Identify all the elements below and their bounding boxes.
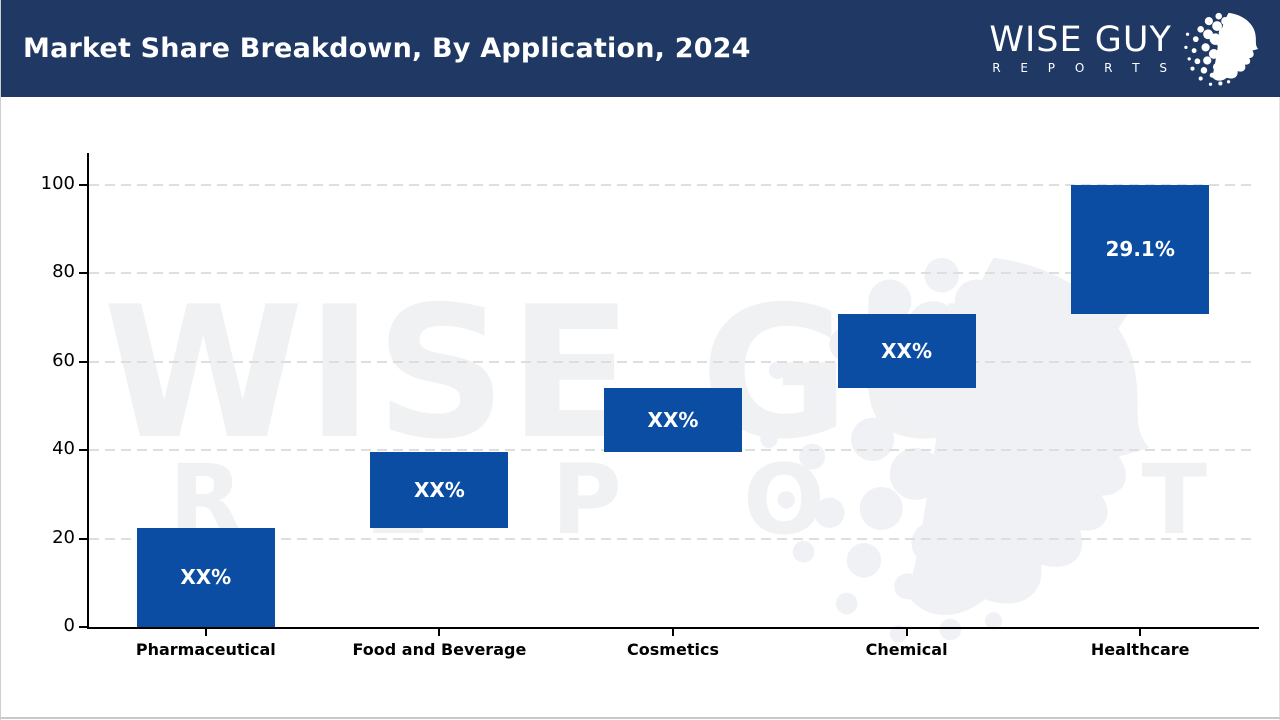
y-tick-mark-100 (79, 184, 87, 186)
y-tick-mark-20 (79, 537, 87, 540)
logo-wordmark: WISE GUY (989, 20, 1172, 60)
bar-value-label: XX% (413, 478, 465, 502)
y-tick-mark-80 (79, 272, 87, 275)
wise-guy-reports-logo: WISE GUY R E P O R T S (986, 6, 1263, 92)
dotted-head-icon (1184, 12, 1259, 86)
bar-food-and-beverage: XX% (370, 452, 509, 528)
y-tick-mark-0 (79, 626, 87, 628)
x-label-cosmetics: Cosmetics (627, 640, 719, 659)
x-tick-mark (672, 629, 674, 636)
bar-cosmetics: XX% (604, 388, 742, 453)
y-tick-label-40: 40 (52, 438, 75, 460)
x-label-healthcare: Healthcare (1090, 640, 1190, 659)
gridline-60 (89, 360, 1257, 363)
bar-chemical: XX% (837, 313, 976, 389)
gridline-100 (89, 184, 1257, 186)
x-label-chemical: Chemical (865, 640, 948, 659)
bar-pharmaceutical: XX% (136, 527, 275, 627)
gridline-80 (89, 272, 1257, 275)
y-tick-mark-40 (79, 449, 87, 452)
x-tick-mark (905, 629, 908, 636)
bar-value-label: XX% (180, 565, 232, 590)
header-bar: Market Share Breakdown, By Application, … (1, 0, 1280, 97)
page-title: Market Share Breakdown, By Application, … (23, 33, 751, 64)
bar-value-label: 29.1% (1105, 237, 1175, 262)
y-tick-label-60: 60 (52, 349, 75, 371)
logo-text: WISE GUY R E P O R T S (986, 20, 1175, 75)
bar-healthcare: 29.1% (1071, 185, 1210, 314)
x-tick-mark (204, 629, 207, 636)
y-tick-label-80: 80 (52, 261, 75, 283)
x-tick-mark (438, 629, 441, 636)
bar-value-label: XX% (881, 338, 933, 363)
y-tick-label-20: 20 (52, 526, 75, 548)
y-tick-mark-60 (79, 360, 87, 363)
y-tick-label-0: 0 (63, 615, 75, 636)
y-tick-label-100: 100 (40, 173, 75, 194)
x-label-pharmaceutical: Pharmaceutical (135, 640, 276, 659)
bar-value-label: XX% (647, 408, 699, 433)
x-axis-line (87, 627, 1259, 629)
x-tick-mark (1139, 629, 1142, 636)
y-axis-line (87, 153, 89, 629)
x-label-food-and-beverage: Food and Beverage (352, 640, 527, 659)
plot-area: XX% XX% XX% XX% 29.1% (89, 184, 1257, 627)
gridline-20 (89, 537, 1257, 540)
bottom-border (1, 717, 1280, 719)
logo-subtitle: R E P O R T S (992, 61, 1175, 75)
